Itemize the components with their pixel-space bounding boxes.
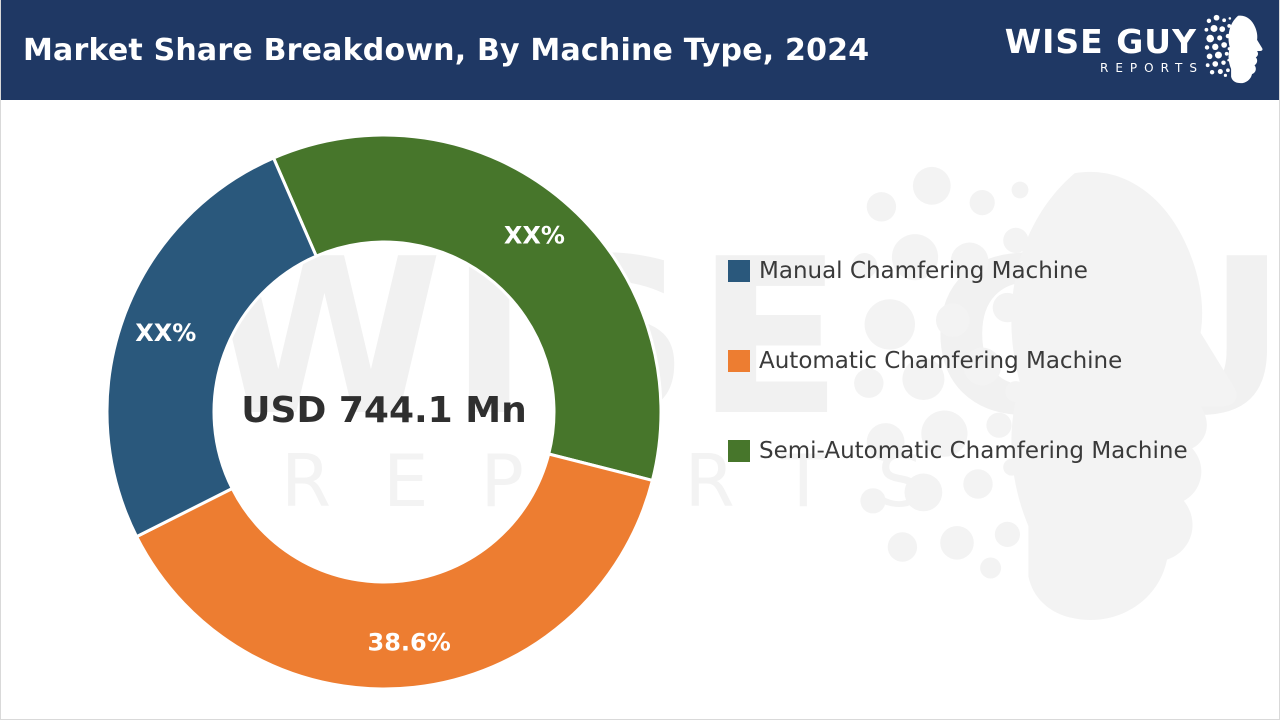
slice-label: 38.6% [368, 629, 451, 657]
header-bar: Market Share Breakdown, By Machine Type,… [1, 0, 1279, 100]
donut-chart: XX% 38.6% XX% [105, 133, 663, 691]
legend-label: Automatic Chamfering Machine [759, 348, 1123, 374]
legend-item: Manual Chamfering Machine [728, 256, 1188, 286]
chart-center-value: USD 744.1 Mn [241, 390, 527, 431]
legend-label: Semi-Automatic Chamfering Machine [759, 438, 1188, 464]
donut-slice [272, 133, 663, 482]
chart-area: WISE GUY REPORTS XX%38.6%XX% USD 744.1 M… [1, 100, 1279, 719]
logo-title-text: WISE GUY [1004, 22, 1197, 61]
page-title: Market Share Breakdown, By Machine Type,… [23, 32, 870, 68]
donut-slice [105, 156, 318, 539]
legend-item: Semi-Automatic Chamfering Machine [728, 436, 1188, 466]
donut-slice [135, 452, 654, 691]
legend: Manual Chamfering Machine Automatic Chamf… [728, 256, 1188, 526]
wise-guy-face-icon [1204, 14, 1263, 84]
legend-swatch [728, 350, 750, 372]
legend-item: Automatic Chamfering Machine [728, 346, 1188, 376]
legend-swatch [728, 440, 750, 462]
legend-swatch [728, 260, 750, 282]
logo-subtitle-text: REPORTS [1099, 61, 1204, 75]
legend-label: Manual Chamfering Machine [759, 258, 1088, 284]
slice-label: XX% [135, 319, 196, 347]
slice-label: XX% [504, 221, 565, 249]
wise-guy-logo: WISE GUY REPORTS [1005, 12, 1265, 88]
logo-wordmark: WISE GUY REPORTS [1005, 25, 1197, 75]
